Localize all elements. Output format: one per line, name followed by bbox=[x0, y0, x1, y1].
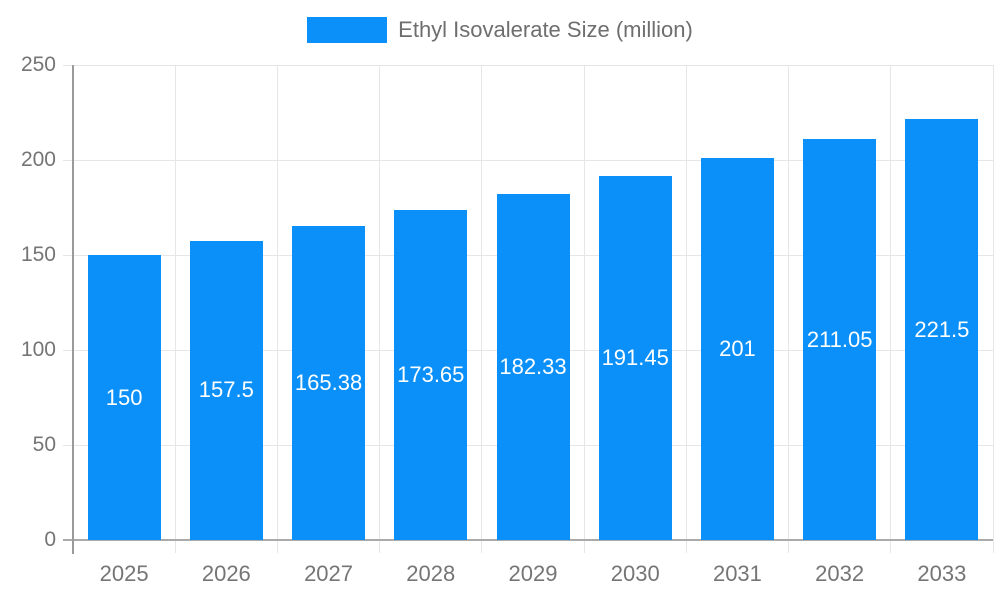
bar-2030 bbox=[598, 176, 672, 540]
gridline-vertical bbox=[174, 65, 176, 553]
x-tick-label-2031: 2031 bbox=[712, 561, 762, 586]
gridline-vertical bbox=[890, 65, 892, 553]
legend-label: Ethyl Isovalerate Size (million) bbox=[398, 17, 693, 42]
x-tick-label-2032: 2032 bbox=[815, 561, 865, 586]
value-label-2031: 201 bbox=[719, 336, 756, 362]
x-axis-line bbox=[63, 539, 993, 541]
x-tick-label-2025: 2025 bbox=[99, 561, 149, 586]
gridline-vertical bbox=[788, 65, 790, 553]
legend-swatch bbox=[307, 17, 388, 43]
y-tick-label-100: 100 bbox=[20, 338, 56, 361]
bar-2031 bbox=[700, 158, 774, 540]
bar-2025 bbox=[87, 255, 161, 540]
y-tick-label-50: 50 bbox=[32, 433, 56, 456]
gridline-horizontal bbox=[63, 159, 993, 161]
legend-item[interactable]: Ethyl Isovalerate Size (million) bbox=[0, 17, 1000, 43]
bar-2028 bbox=[394, 210, 468, 540]
gridline-vertical bbox=[276, 65, 278, 553]
value-label-2032: 211.05 bbox=[806, 326, 873, 352]
value-label-2027: 165.38 bbox=[294, 369, 363, 395]
gridline-vertical bbox=[685, 65, 687, 553]
gridline-horizontal bbox=[63, 64, 993, 66]
y-tick-label-200: 200 bbox=[20, 148, 56, 171]
bar-2026 bbox=[189, 240, 263, 540]
gridline-vertical bbox=[992, 65, 994, 553]
gridline-vertical bbox=[583, 65, 585, 553]
x-tick-label-2033: 2033 bbox=[917, 561, 967, 586]
y-tick-label-0: 0 bbox=[44, 528, 56, 551]
x-tick-label-2026: 2026 bbox=[201, 561, 251, 586]
y-tick-label-250: 250 bbox=[20, 53, 56, 76]
y-tick-label-150: 150 bbox=[20, 243, 56, 266]
gridline-vertical bbox=[481, 65, 483, 553]
value-label-2028: 173.65 bbox=[397, 362, 465, 388]
value-label-2026: 157.5 bbox=[198, 377, 254, 403]
bar-2032 bbox=[803, 139, 877, 540]
y-axis-line bbox=[72, 65, 74, 554]
x-tick-label-2030: 2030 bbox=[610, 561, 660, 586]
x-tick-label-2027: 2027 bbox=[304, 561, 354, 586]
bar-2029 bbox=[496, 193, 570, 540]
value-label-2025: 150 bbox=[105, 384, 143, 410]
bar-2027 bbox=[292, 225, 366, 540]
value-label-2029: 182.33 bbox=[499, 353, 567, 379]
value-label-2030: 191.45 bbox=[601, 345, 669, 371]
value-label-2033: 221.5 bbox=[914, 316, 970, 342]
x-tick-label-2029: 2029 bbox=[508, 561, 558, 586]
x-tick-label-2028: 2028 bbox=[406, 561, 456, 586]
gridline-vertical bbox=[379, 65, 381, 553]
bar-2033 bbox=[905, 119, 979, 540]
